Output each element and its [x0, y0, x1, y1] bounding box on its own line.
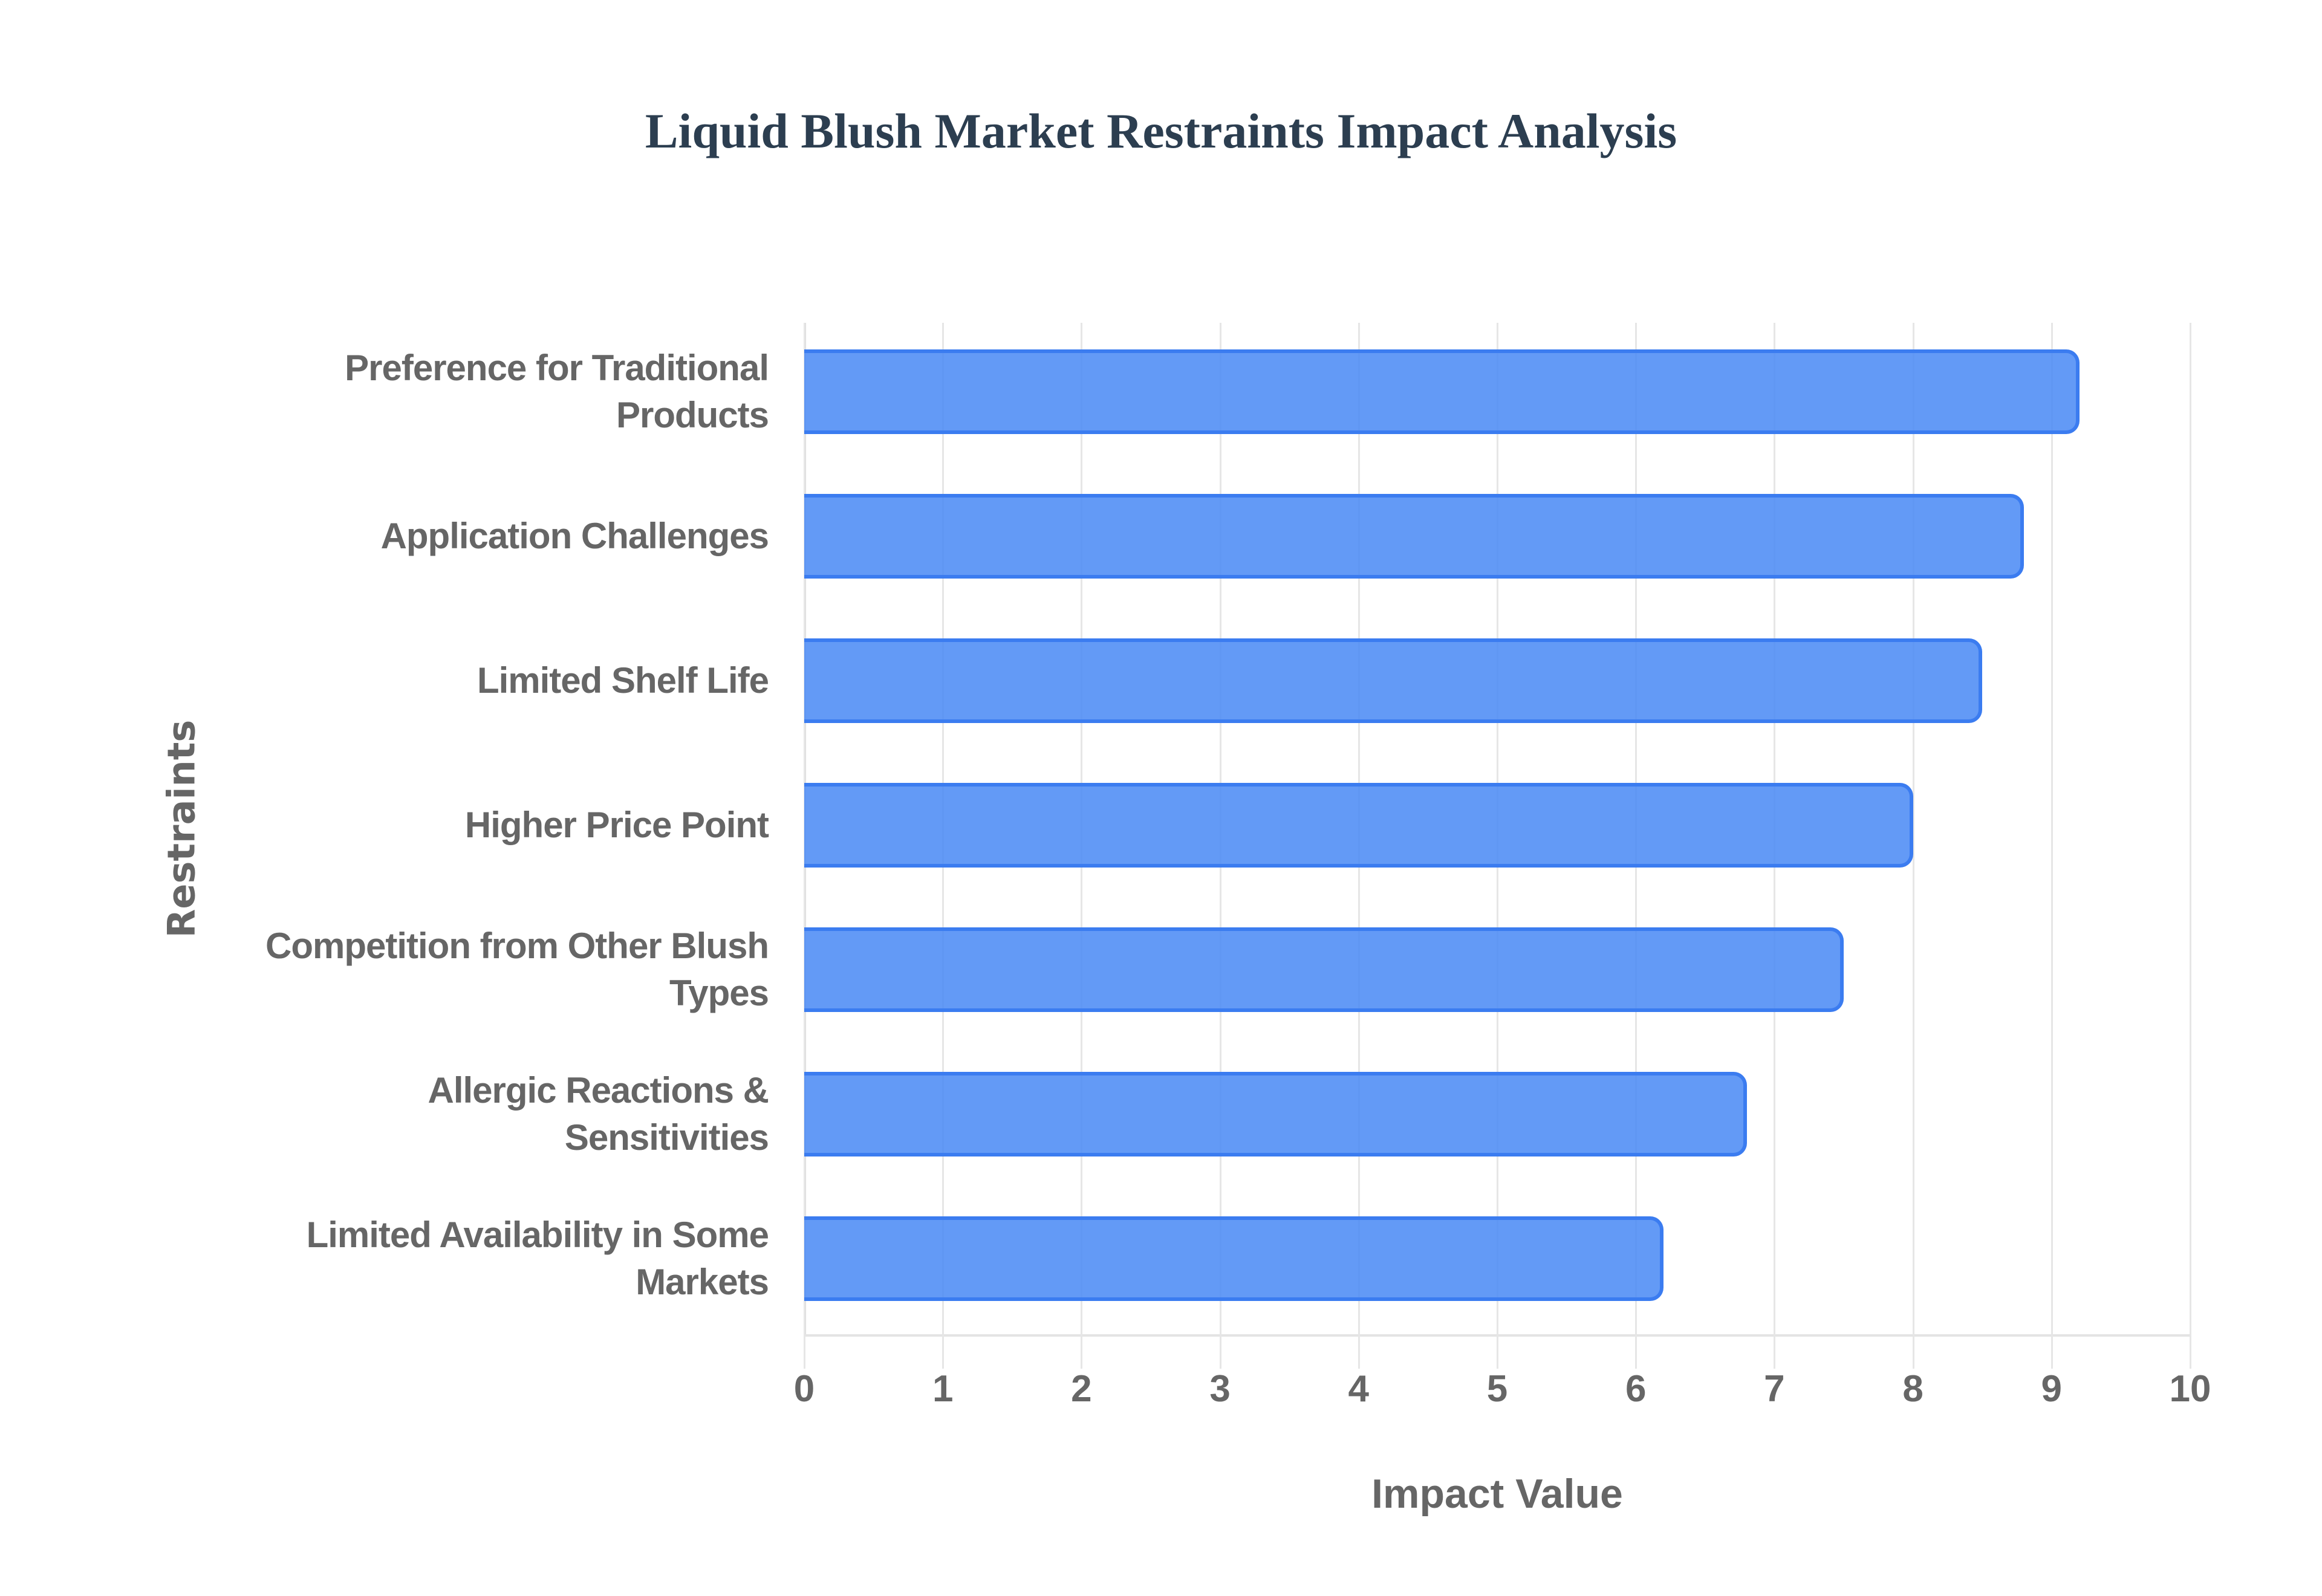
- x-tick-label: 4: [1348, 1368, 1370, 1410]
- x-tick-label: 1: [932, 1368, 954, 1410]
- x-tick-label: 2: [1071, 1368, 1092, 1410]
- x-tick-label: 7: [1764, 1368, 1785, 1410]
- gridline: [2190, 323, 2191, 1369]
- x-tick-label: 10: [2169, 1368, 2211, 1410]
- category-label-line: Types: [669, 973, 769, 1013]
- x-tick-label: 9: [2041, 1368, 2063, 1410]
- bar[interactable]: [804, 927, 1844, 1012]
- bar[interactable]: [804, 783, 1913, 868]
- x-tick-label: 3: [1209, 1368, 1231, 1410]
- plot-area: [804, 323, 2191, 1369]
- category-label-line: Allergic Reactions &: [428, 1070, 769, 1111]
- category-label: Preference for Traditional Products: [164, 331, 769, 452]
- category-label: Higher Price Point: [164, 765, 769, 886]
- category-label-line: Products: [616, 395, 769, 435]
- bar[interactable]: [804, 1072, 1747, 1156]
- x-tick-label: 8: [1902, 1368, 1924, 1410]
- category-label: Limited Availability in Some Markets: [164, 1198, 769, 1319]
- category-label-line: Sensitivities: [564, 1117, 769, 1158]
- bar[interactable]: [804, 349, 2080, 434]
- category-label-line: Limited Shelf Life: [476, 660, 769, 701]
- category-label-line: Higher Price Point: [464, 805, 769, 845]
- bar[interactable]: [804, 494, 2024, 579]
- category-label-line: Limited Availability in Some: [306, 1215, 769, 1255]
- category-label-line: Competition from Other Blush: [265, 926, 769, 966]
- category-label-line: Markets: [636, 1262, 769, 1302]
- bar[interactable]: [804, 1216, 1664, 1301]
- x-axis-title: Impact Value: [1371, 1471, 1623, 1517]
- x-tick-label: 0: [793, 1368, 815, 1410]
- x-tick-label: 5: [1486, 1368, 1508, 1410]
- category-label: Competition from Other Blush Types: [164, 909, 769, 1030]
- category-label: Application Challenges: [164, 476, 769, 597]
- category-label-line: Application Challenges: [380, 516, 769, 556]
- bar[interactable]: [804, 638, 1983, 723]
- chart-title: Liquid Blush Market Restraints Impact An…: [645, 103, 1677, 158]
- category-label: Allergic Reactions & Sensitivities: [164, 1054, 769, 1175]
- category-label-line: Preference for Traditional: [345, 348, 769, 388]
- category-label: Limited Shelf Life: [164, 620, 769, 741]
- gridline: [2050, 323, 2053, 1369]
- x-tick-label: 6: [1625, 1368, 1647, 1410]
- gridline: [1912, 323, 1914, 1369]
